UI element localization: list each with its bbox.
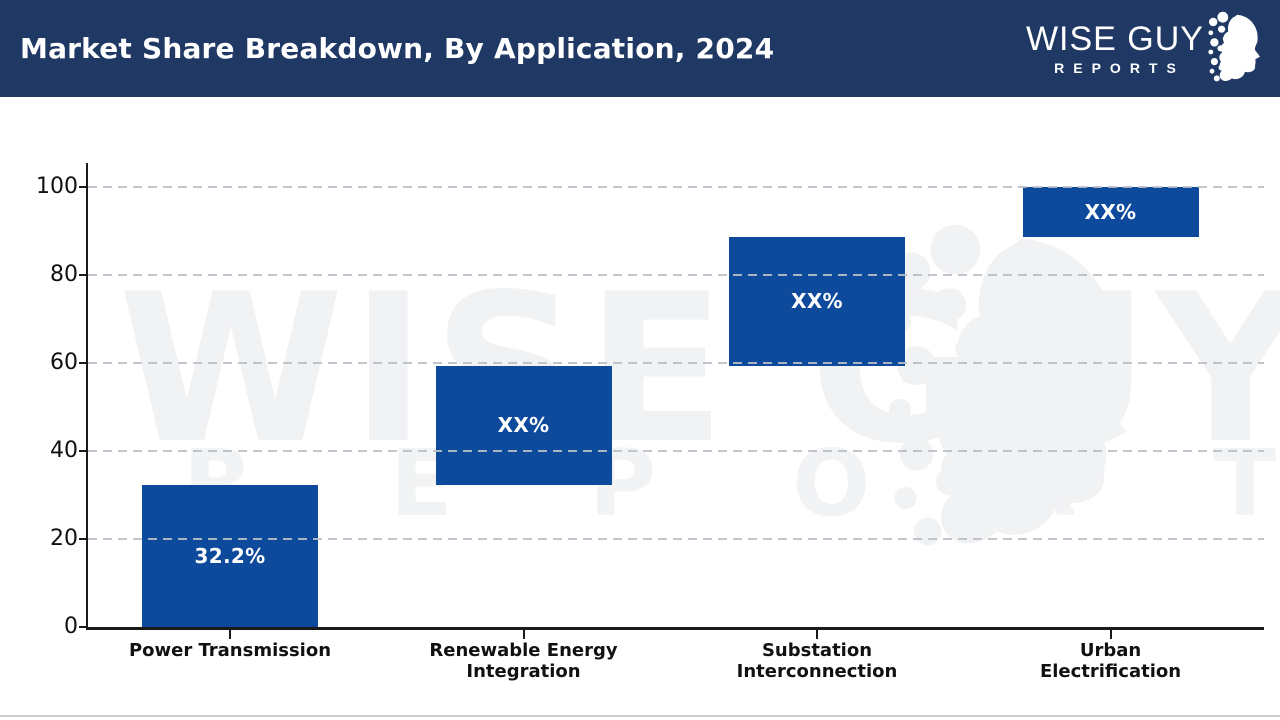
- y-tick-label-20: 20: [50, 526, 78, 551]
- x-tick: [816, 630, 818, 639]
- y-tick-0: [79, 626, 88, 628]
- footer-rule: [0, 715, 1280, 717]
- y-tick-20: [79, 538, 88, 540]
- gridline-20: [88, 538, 1264, 540]
- y-axis-line: [86, 163, 88, 630]
- wiseguy-logo: WISE GUY REPORTS: [1026, 11, 1266, 87]
- y-tick-40: [79, 450, 88, 452]
- bar-value-label: XX%: [1084, 199, 1137, 224]
- bar-segment: 32.2%: [142, 485, 318, 627]
- bar-value-label: 32.2%: [194, 544, 266, 569]
- logo-head-icon: [1208, 11, 1260, 81]
- bar-segment: XX%: [729, 236, 905, 366]
- logo-subtitle: REPORTS: [1054, 60, 1185, 76]
- bar-value-label: XX%: [791, 289, 843, 314]
- header-bar: Market Share Breakdown, By Application, …: [0, 0, 1280, 97]
- x-category-label: Renewable Energy Integration: [429, 640, 618, 682]
- y-tick-label-0: 0: [64, 614, 78, 639]
- bar-value-label: XX%: [497, 413, 550, 438]
- gridline-80: [88, 274, 1264, 276]
- x-axis-line: [86, 627, 1264, 630]
- y-tick-80: [79, 274, 88, 276]
- y-tick-label-40: 40: [50, 438, 78, 463]
- x-category-label: Urban Electrification: [1039, 640, 1182, 682]
- bar-segment: XX%: [435, 365, 612, 486]
- y-tick-60: [79, 362, 88, 364]
- y-tick-100: [79, 186, 88, 188]
- x-tick: [229, 630, 231, 639]
- x-category-label: Power Transmission: [128, 640, 332, 661]
- bar-segment: XX%: [1022, 187, 1199, 237]
- gridline-40: [88, 450, 1264, 452]
- y-tick-label-80: 80: [50, 262, 78, 287]
- gridline-60: [88, 362, 1264, 364]
- page-title: Market Share Breakdown, By Application, …: [20, 32, 775, 65]
- x-tick: [522, 630, 525, 639]
- x-category-label: Substation Interconnection: [736, 640, 898, 682]
- gridline-100: [88, 186, 1264, 188]
- logo-wordmark: WISE GUY: [1025, 20, 1204, 58]
- y-tick-label-60: 60: [50, 350, 78, 375]
- logo-text: WISE GUY REPORTS: [1026, 22, 1204, 75]
- x-tick: [1109, 630, 1112, 639]
- y-tick-label-100: 100: [36, 174, 78, 199]
